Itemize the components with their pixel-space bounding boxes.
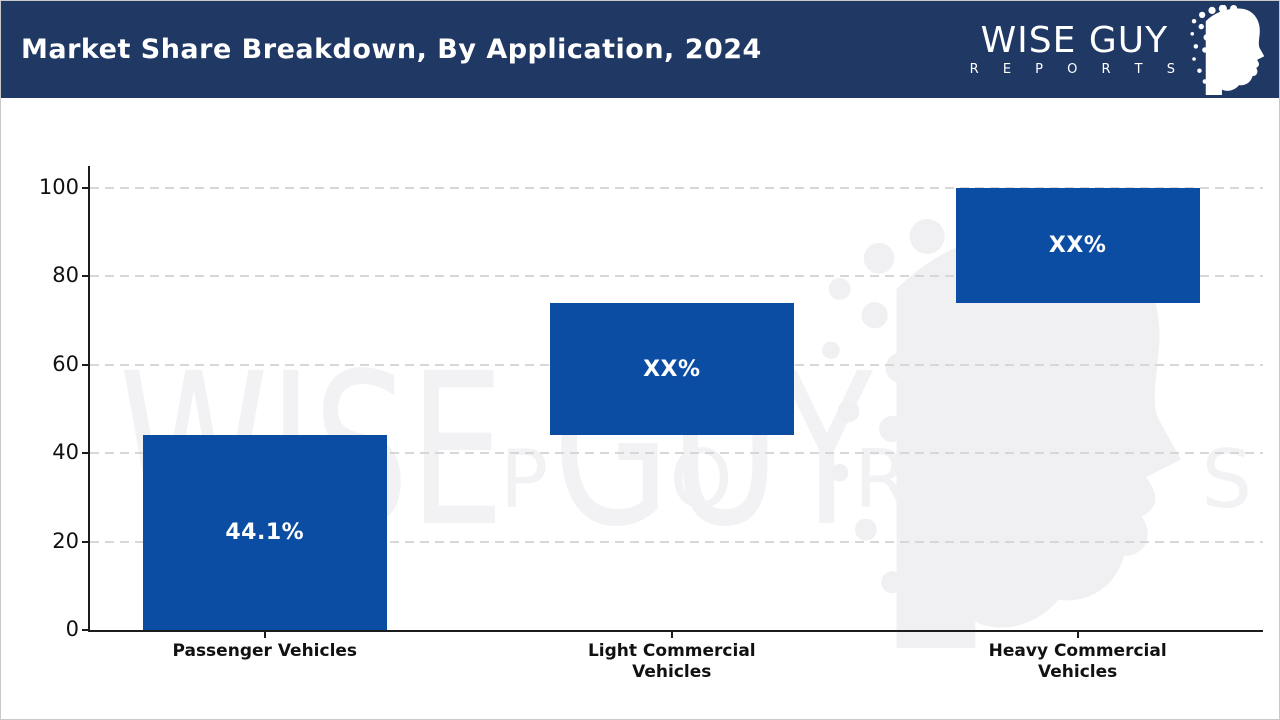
chart-area: WISE GUY R E P O R T S 44.1% XX% XX% 0 20 40… — [1, 98, 1279, 719]
y-tick-label: 80 — [52, 263, 79, 288]
logo-wordmark: WISE GUY — [980, 20, 1169, 62]
page-title: Market Share Breakdown, By Application, … — [21, 34, 762, 65]
y-tick — [82, 275, 88, 278]
dotted-face-icon — [1190, 4, 1265, 95]
gridline — [90, 540, 1263, 543]
x-category-label: Passenger Vehicles — [172, 641, 358, 661]
wise-guy-reports-logo: WISE GUY R E P O R T S — [964, 4, 1265, 95]
bar: XX% — [955, 188, 1200, 304]
watermark-dotted-face — [822, 210, 1181, 648]
y-tick — [82, 363, 88, 366]
x-tick — [263, 632, 266, 638]
y-tick-label: 100 — [38, 175, 79, 199]
x-axis-line — [88, 630, 1263, 632]
x-tick — [670, 632, 673, 638]
bar-value-label: XX% — [1048, 233, 1107, 259]
bar: 44.1% — [142, 435, 387, 630]
gridline — [90, 187, 1263, 189]
gridline — [90, 275, 1263, 278]
y-axis-line — [88, 166, 90, 630]
x-tick — [1076, 632, 1079, 638]
y-tick — [82, 452, 88, 455]
y-tick-label: 60 — [52, 351, 79, 376]
x-category-label: Heavy Commercial Vehicles — [988, 641, 1167, 682]
logo-subtitle: R E P O R T S — [969, 61, 1185, 77]
header: Market Share Breakdown, By Application, … — [1, 1, 1279, 98]
x-category-label: Light Commercial Vehicles — [587, 641, 756, 682]
y-tick-label: 0 — [65, 617, 79, 641]
y-tick-label: 20 — [52, 528, 79, 553]
y-tick — [82, 629, 88, 631]
y-tick — [82, 187, 88, 189]
bar-value-label: XX% — [643, 356, 701, 382]
plot-area: 44.1% XX% XX% — [90, 187, 1263, 630]
y-tick-label: 40 — [52, 440, 79, 465]
gridline — [90, 452, 1263, 455]
bar-value-label: 44.1% — [225, 520, 305, 546]
bar: XX% — [549, 303, 794, 436]
y-tick — [82, 540, 88, 543]
